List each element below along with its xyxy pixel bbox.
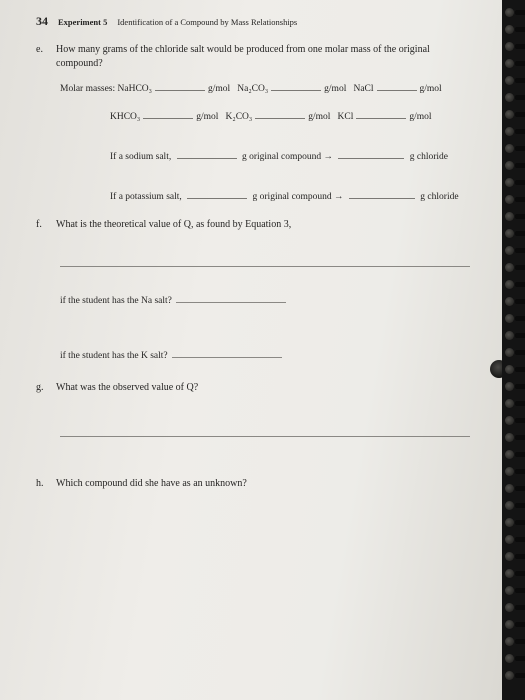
question-e: e. How many grams of the chloride salt w… — [36, 43, 472, 70]
unit: g/mol — [196, 108, 218, 126]
binder-ring-icon — [502, 210, 525, 224]
lead: If a potassium salt, — [110, 188, 182, 206]
blank[interactable] — [143, 109, 193, 119]
blank[interactable] — [377, 81, 417, 91]
question-g: g. What was the observed value of Q? — [36, 381, 472, 395]
binder-ring-icon — [502, 125, 525, 139]
mid: g original compound → — [253, 188, 344, 206]
binder-ring-icon — [502, 159, 525, 173]
tail: g chloride — [410, 148, 448, 166]
unit: g/mol — [208, 80, 230, 98]
binder-ring-icon — [502, 346, 525, 360]
binder-ring-icon — [502, 448, 525, 462]
unit: g/mol — [420, 80, 442, 98]
blank[interactable] — [177, 149, 237, 159]
question-text: How many grams of the chloride salt woul… — [56, 43, 472, 70]
binder-ring-icon — [502, 516, 525, 530]
binder-ring-icon — [502, 312, 525, 326]
unit: g/mol — [308, 108, 330, 126]
answer-line[interactable] — [60, 266, 470, 267]
binder-ring-icon — [502, 431, 525, 445]
tail: g chloride — [420, 188, 458, 206]
question-letter: h. — [36, 477, 46, 491]
blank[interactable] — [356, 109, 406, 119]
binder-ring-icon — [502, 618, 525, 632]
binder-ring-icon — [502, 567, 525, 581]
spiral-binding — [502, 0, 525, 700]
question-letter: f. — [36, 218, 46, 232]
binder-ring-icon — [502, 482, 525, 496]
blank[interactable] — [176, 293, 286, 303]
blank[interactable] — [172, 348, 282, 358]
blank[interactable] — [155, 81, 205, 91]
binder-ring-icon — [502, 108, 525, 122]
question-text: What is the theoretical value of Q, as f… — [56, 218, 472, 232]
answer-line[interactable] — [60, 436, 470, 437]
binder-ring-icon — [502, 142, 525, 156]
label: KHCO₃ — [110, 108, 140, 126]
question-text: What was the observed value of Q? — [56, 381, 472, 395]
question-letter: g. — [36, 381, 46, 395]
binder-ring-icon — [502, 380, 525, 394]
label: KCl — [338, 108, 354, 126]
binder-ring-icon — [502, 244, 525, 258]
binder-ring-icon — [502, 550, 525, 564]
subq-text: if the student has the K salt? — [60, 351, 168, 361]
binder-ring-icon — [502, 414, 525, 428]
binder-ring-icon — [502, 278, 525, 292]
blank[interactable] — [187, 189, 247, 199]
question-letter: e. — [36, 43, 46, 70]
experiment-title: Identification of a Compound by Mass Rel… — [117, 17, 297, 27]
worksheet-page: 34 Experiment 5 Identification of a Comp… — [0, 0, 502, 700]
page-number: 34 — [36, 14, 48, 29]
binder-ring-icon — [502, 261, 525, 275]
label: K₂CO₃ — [226, 108, 253, 126]
subq-text: if the student has the Na salt? — [60, 296, 172, 306]
binder-ring-icon — [502, 23, 525, 37]
binder-ring-icon — [502, 74, 525, 88]
blank[interactable] — [271, 81, 321, 91]
potassium-salt-row: If a potassium salt, g original compound… — [110, 188, 472, 206]
molar-mass-row-2: KHCO₃ g/mol K₂CO₃ g/mol KCl g/mol — [110, 108, 472, 126]
unit: g/mol — [324, 80, 346, 98]
binder-ring-icon — [502, 533, 525, 547]
subquestion-na: if the student has the Na salt? — [60, 293, 472, 306]
blank[interactable] — [349, 189, 415, 199]
experiment-label: Experiment 5 — [58, 17, 107, 27]
binder-ring-icon — [502, 397, 525, 411]
binder-ring-icon — [502, 57, 525, 71]
binder-ring-icon — [502, 329, 525, 343]
page-header: 34 Experiment 5 Identification of a Comp… — [36, 14, 472, 29]
label: Molar masses: NaHCO₃ — [60, 80, 152, 98]
binder-ring-icon — [502, 363, 525, 377]
question-h: h. Which compound did she have as an unk… — [36, 477, 472, 491]
binder-ring-icon — [502, 295, 525, 309]
binder-ring-icon — [502, 227, 525, 241]
question-text: Which compound did she have as an unknow… — [56, 477, 472, 491]
binder-ring-icon — [502, 193, 525, 207]
lead: If a sodium salt, — [110, 148, 171, 166]
molar-mass-row-1: Molar masses: NaHCO₃ g/mol Na₂CO₃ g/mol Na… — [60, 80, 472, 98]
binder-ring-icon — [502, 40, 525, 54]
binder-ring-icon — [502, 176, 525, 190]
sodium-salt-row: If a sodium salt, g original compound → … — [110, 148, 472, 166]
binder-ring-icon — [502, 669, 525, 683]
binder-ring-icon — [502, 635, 525, 649]
blank[interactable] — [255, 109, 305, 119]
binder-ring-icon — [502, 584, 525, 598]
label: NaCl — [353, 80, 373, 98]
mid: g original compound → — [242, 148, 333, 166]
binder-ring-icon — [502, 6, 525, 20]
label: Na₂CO₃ — [237, 80, 268, 98]
binder-ring-icon — [502, 91, 525, 105]
subquestion-k: if the student has the K salt? — [60, 348, 472, 361]
unit: g/mol — [409, 108, 431, 126]
binder-ring-icon — [502, 601, 525, 615]
blank[interactable] — [338, 149, 404, 159]
binder-ring-icon — [502, 652, 525, 666]
binder-ring-icon — [502, 465, 525, 479]
binder-ring-icon — [502, 499, 525, 513]
question-f: f. What is the theoretical value of Q, a… — [36, 218, 472, 232]
